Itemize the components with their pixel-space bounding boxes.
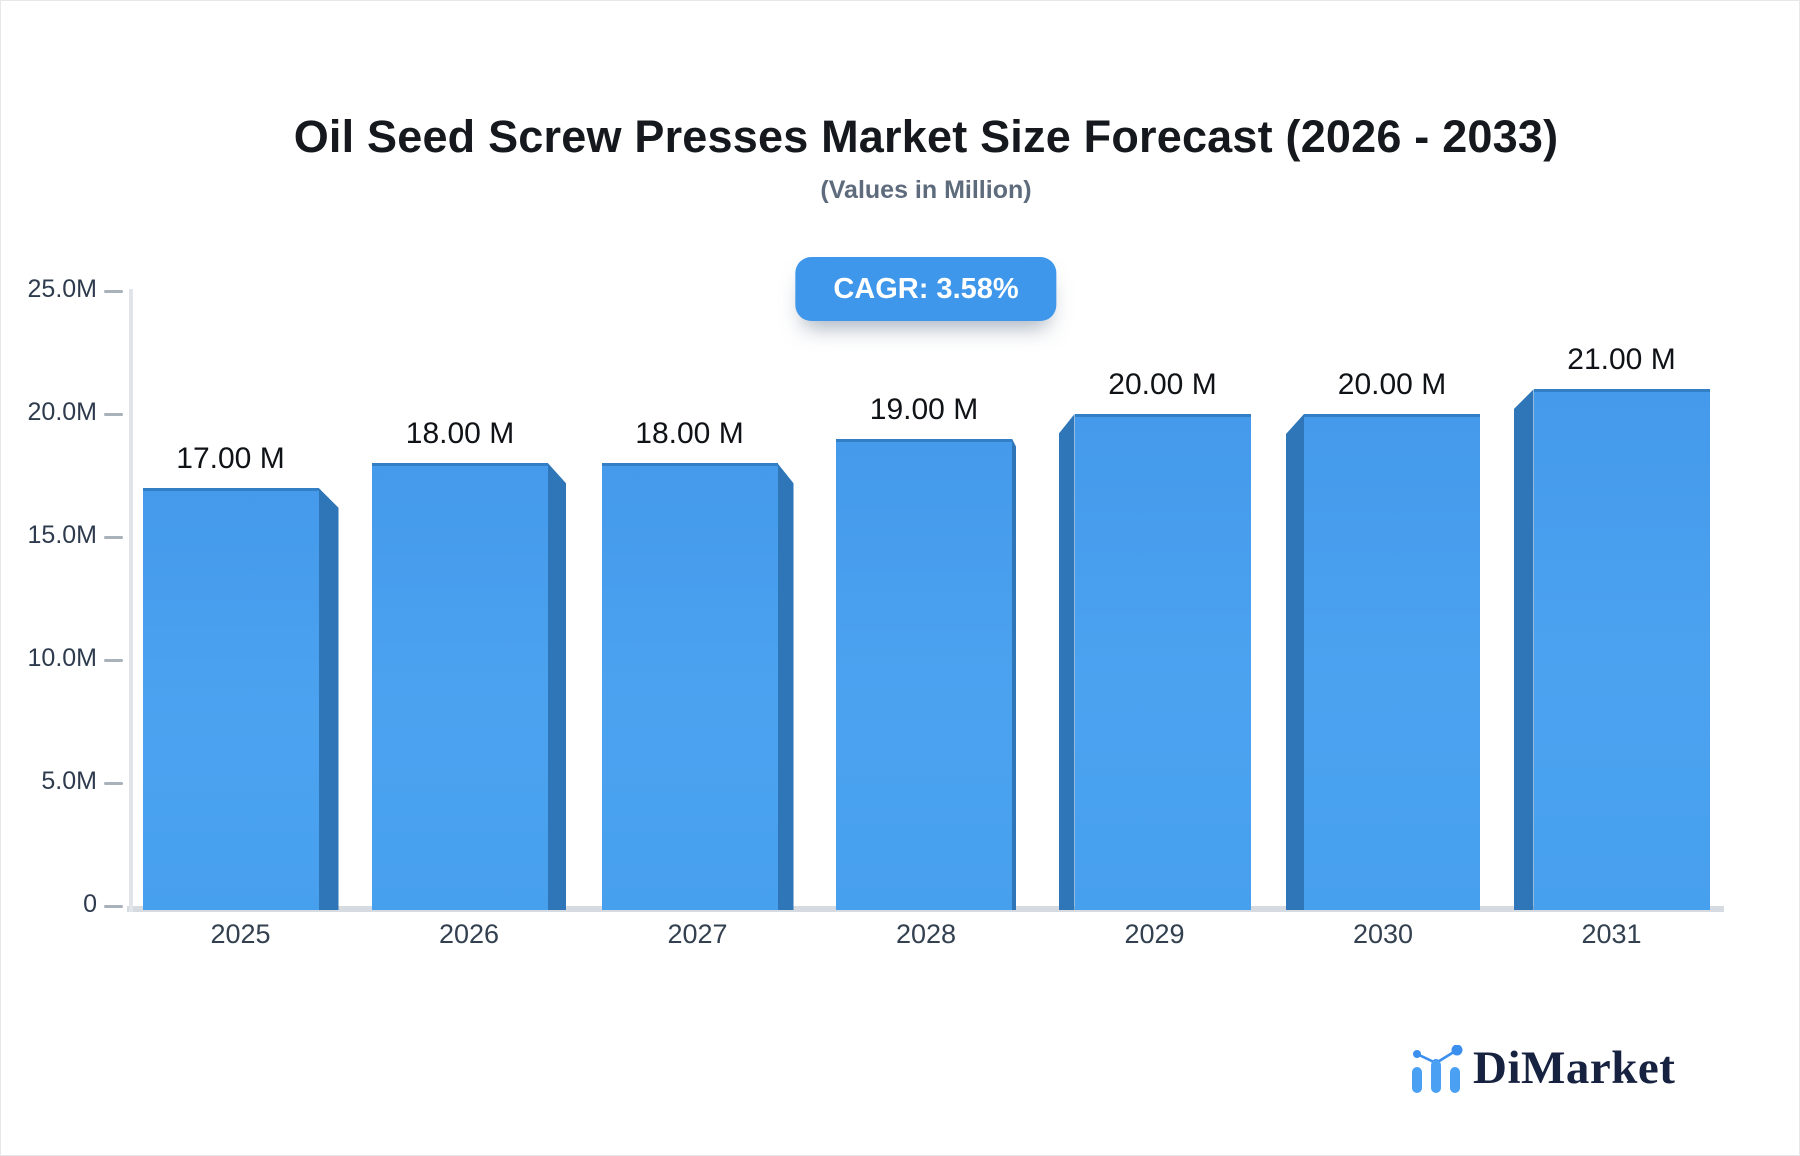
y-axis-tick-mark	[104, 659, 123, 662]
bar-fill	[372, 463, 548, 910]
y-axis-tick-label: 0	[83, 890, 97, 918]
bar-value-label: 18.00 M	[405, 417, 515, 451]
y-axis-line	[129, 289, 133, 912]
bar-2026[interactable]	[372, 463, 566, 910]
bar-value-label: 19.00 M	[869, 392, 979, 426]
x-axis-tick-label: 2026	[438, 919, 500, 949]
dimarket-logo: DiMarket	[1409, 1039, 1675, 1101]
y-axis-tick-mark	[104, 536, 123, 539]
bar-side-face	[777, 463, 794, 910]
y-axis-tick-label: 20.0M	[27, 398, 97, 426]
x-axis-tick-label: 2025	[210, 919, 271, 949]
bar-side-face	[1513, 389, 1534, 910]
bar-side-face	[318, 487, 339, 910]
x-axis-tick-label: 2027	[667, 919, 728, 949]
bar-2027[interactable]	[601, 463, 794, 910]
dimarket-logo-icon	[1412, 1045, 1463, 1093]
y-axis-tick-label: 10.0M	[27, 644, 97, 672]
bar-2031[interactable]	[1513, 389, 1710, 910]
bar-value-label: 20.00 M	[1108, 368, 1217, 401]
bar-side-face	[548, 463, 566, 910]
bar-2028[interactable]	[836, 438, 1016, 910]
bar-side-face	[1012, 438, 1016, 910]
bar-side-face	[1286, 414, 1304, 910]
dimarket-logo-text: DiMarket	[1473, 1041, 1676, 1094]
y-axis-tick-label: 5.0M	[41, 767, 97, 795]
bar-2030[interactable]	[1286, 414, 1480, 910]
bar-2025[interactable]	[142, 487, 339, 910]
chart-title: Oil Seed Screw Presses Market Size Forec…	[293, 111, 1559, 162]
bar-value-label: 18.00 M	[635, 417, 744, 451]
bar-2029[interactable]	[1058, 414, 1251, 910]
y-axis-tick-mark	[104, 413, 123, 416]
bar-fill	[836, 438, 1012, 910]
bar-fill	[1533, 389, 1710, 910]
bar-side-face	[1058, 414, 1075, 910]
y-axis-tick-mark	[104, 290, 123, 293]
bar-fill	[1304, 414, 1480, 910]
bar-fill	[601, 463, 778, 910]
bar-value-label: 17.00 M	[176, 441, 285, 475]
x-axis-tick-label: 2029	[1124, 919, 1185, 949]
cagr-badge: CAGR: 3.58%	[795, 257, 1057, 321]
chart-subtitle: (Values in Million)	[820, 176, 1032, 204]
x-axis-tick-label: 2030	[1352, 919, 1414, 949]
bar-value-label: 20.00 M	[1337, 368, 1447, 401]
y-axis-tick-mark	[104, 782, 123, 785]
bar-fill	[1074, 414, 1251, 910]
x-axis-tick-label: 2031	[1581, 919, 1642, 949]
bar-fill	[142, 487, 319, 910]
x-axis-tick-label: 2028	[895, 919, 957, 949]
y-axis-tick-label: 25.0M	[27, 275, 97, 303]
y-axis-tick-mark	[104, 905, 123, 908]
y-axis-tick-label: 15.0M	[27, 521, 97, 549]
bar-value-label: 21.00 M	[1567, 343, 1676, 377]
